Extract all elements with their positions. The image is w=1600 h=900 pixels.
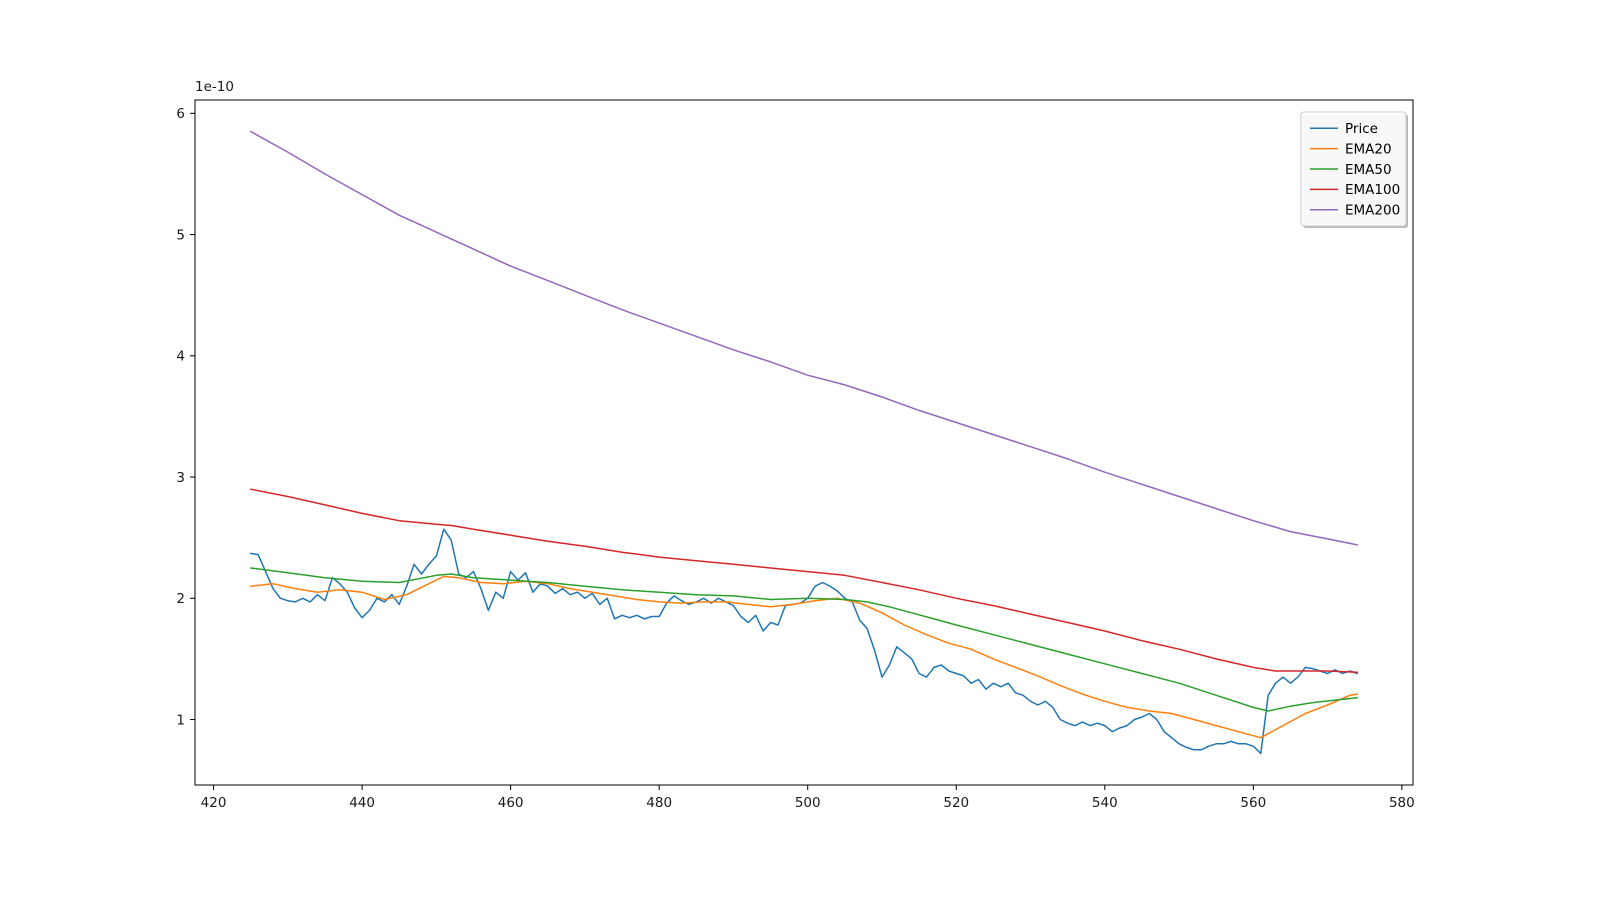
y-tick-label: 1 <box>176 712 185 728</box>
y-tick-label: 2 <box>176 591 185 607</box>
x-axis: 420 440 460 480 500 520 540 560 580 <box>201 785 1415 811</box>
series-group <box>249 130 1359 755</box>
legend: Price EMA20 EMA50 EMA100 EMA200 <box>1300 111 1408 228</box>
series-line-price <box>249 528 1359 755</box>
legend-label: EMA50 <box>1345 162 1392 178</box>
series-line-ema100 <box>249 488 1359 673</box>
legend-label: Price <box>1345 121 1378 137</box>
x-tick-label: 440 <box>349 795 375 811</box>
legend-item-ema100: EMA100 <box>1310 182 1400 198</box>
x-tick-label: 560 <box>1240 795 1266 811</box>
series-line-ema200 <box>249 130 1359 546</box>
legend-item-ema50: EMA50 <box>1310 162 1392 178</box>
series-line-ema20 <box>249 575 1359 739</box>
x-tick-label: 420 <box>201 795 227 811</box>
legend-label: EMA20 <box>1345 141 1392 157</box>
legend-item-price: Price <box>1310 121 1378 137</box>
legend-item-ema200: EMA200 <box>1310 203 1400 219</box>
legend-item-ema20: EMA20 <box>1310 141 1392 157</box>
y-axis-offset-label: 1e-10 <box>195 79 234 95</box>
x-tick-label: 480 <box>646 795 672 811</box>
legend-box <box>1300 111 1407 227</box>
y-tick-label: 3 <box>176 470 185 486</box>
y-axis: 1 2 3 4 5 6 <box>176 106 195 728</box>
x-tick-label: 540 <box>1092 795 1118 811</box>
x-tick-label: 460 <box>498 795 524 811</box>
y-tick-label: 4 <box>176 349 185 365</box>
x-tick-label: 500 <box>795 795 821 811</box>
series-line-ema50 <box>249 567 1359 712</box>
legend-label: EMA100 <box>1345 182 1400 198</box>
legend-label: EMA200 <box>1345 203 1400 219</box>
x-tick-label: 580 <box>1389 795 1415 811</box>
x-tick-label: 520 <box>943 795 969 811</box>
y-tick-label: 5 <box>176 227 185 243</box>
y-tick-label: 6 <box>176 106 185 122</box>
